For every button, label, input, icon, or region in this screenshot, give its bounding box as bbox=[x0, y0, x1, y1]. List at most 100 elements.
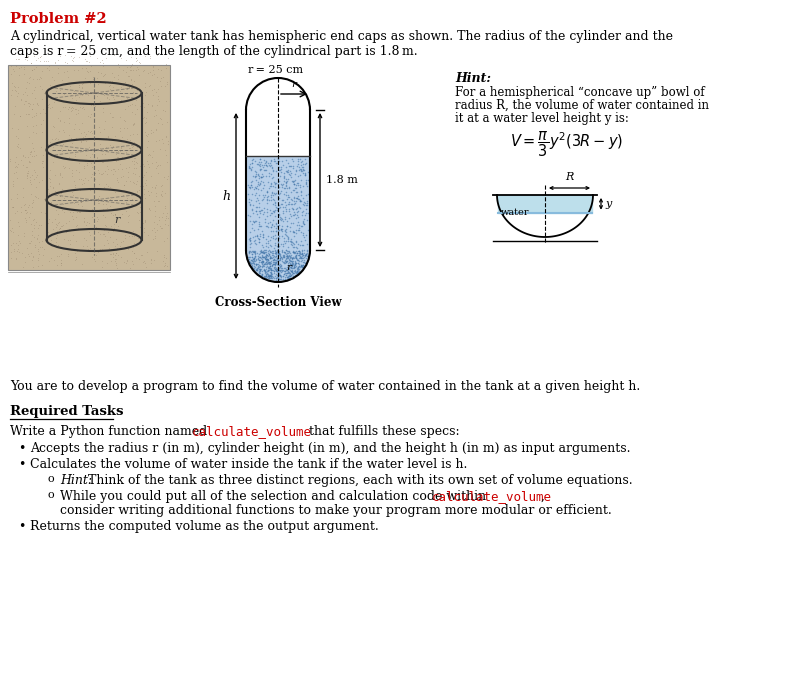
Point bbox=[282, 270, 295, 281]
Point bbox=[252, 267, 265, 278]
Point bbox=[67, 55, 80, 66]
Point bbox=[256, 256, 269, 267]
Point bbox=[273, 269, 286, 280]
Point bbox=[261, 193, 273, 204]
Point bbox=[32, 246, 45, 256]
Point bbox=[79, 132, 91, 143]
Point bbox=[270, 265, 282, 276]
Point bbox=[299, 167, 312, 178]
Point bbox=[253, 179, 266, 190]
Point bbox=[52, 216, 65, 227]
Point bbox=[282, 158, 295, 168]
Point bbox=[275, 224, 288, 235]
Point bbox=[245, 179, 258, 190]
Point bbox=[245, 257, 258, 268]
Point bbox=[266, 270, 278, 281]
Point bbox=[153, 211, 166, 222]
Point bbox=[80, 63, 92, 74]
Point bbox=[63, 134, 76, 145]
Point bbox=[265, 256, 277, 267]
Point bbox=[265, 179, 277, 190]
Point bbox=[96, 228, 109, 239]
Point bbox=[264, 269, 277, 280]
Point bbox=[280, 256, 293, 267]
Point bbox=[126, 142, 138, 153]
Point bbox=[257, 248, 270, 259]
Point bbox=[134, 57, 146, 68]
Point bbox=[281, 164, 294, 175]
Point bbox=[159, 145, 172, 155]
Point bbox=[58, 233, 71, 244]
Point bbox=[287, 247, 300, 258]
Point bbox=[266, 188, 279, 198]
Point bbox=[246, 153, 259, 164]
Point bbox=[268, 194, 281, 205]
Point bbox=[148, 205, 161, 216]
Point bbox=[270, 240, 283, 251]
Point bbox=[67, 87, 80, 98]
Point bbox=[266, 256, 279, 267]
Point bbox=[291, 191, 304, 202]
Point bbox=[111, 263, 123, 273]
Point bbox=[15, 95, 28, 106]
Point bbox=[127, 81, 140, 92]
Point bbox=[87, 254, 100, 265]
Point bbox=[291, 211, 304, 222]
Point bbox=[248, 245, 261, 256]
Point bbox=[263, 267, 276, 278]
Point bbox=[104, 255, 117, 266]
Point bbox=[69, 91, 82, 102]
Point bbox=[256, 250, 269, 261]
Point bbox=[154, 114, 167, 125]
Point bbox=[282, 273, 295, 284]
Point bbox=[91, 196, 104, 207]
Point bbox=[91, 211, 103, 222]
Point bbox=[120, 197, 133, 208]
Point bbox=[273, 250, 286, 261]
Point bbox=[271, 239, 284, 250]
Point bbox=[110, 234, 122, 245]
Point bbox=[263, 261, 276, 271]
Point bbox=[282, 272, 295, 283]
Point bbox=[161, 135, 174, 146]
Point bbox=[290, 180, 303, 191]
Point bbox=[276, 231, 289, 241]
Text: Calculates the volume of water inside the tank if the water level is h.: Calculates the volume of water inside th… bbox=[30, 458, 467, 471]
Point bbox=[55, 221, 68, 232]
Point bbox=[248, 246, 261, 256]
Point bbox=[269, 270, 281, 281]
Point bbox=[100, 198, 113, 209]
Point bbox=[258, 245, 271, 256]
Point bbox=[253, 249, 266, 260]
Point bbox=[64, 194, 76, 205]
Point bbox=[108, 164, 121, 175]
Point bbox=[150, 87, 163, 98]
Point bbox=[76, 179, 88, 190]
Point bbox=[27, 174, 40, 185]
Point bbox=[21, 162, 34, 173]
Point bbox=[65, 170, 78, 181]
Point bbox=[273, 192, 285, 203]
Point bbox=[161, 78, 173, 89]
Point bbox=[149, 210, 161, 221]
Point bbox=[270, 188, 282, 199]
Point bbox=[19, 252, 32, 263]
Point bbox=[285, 153, 298, 164]
Point bbox=[74, 205, 87, 216]
Point bbox=[256, 254, 269, 265]
Point bbox=[261, 186, 273, 197]
Point bbox=[273, 181, 285, 192]
Point bbox=[77, 155, 90, 166]
Point bbox=[68, 179, 81, 190]
Point bbox=[293, 248, 305, 258]
Point bbox=[127, 155, 140, 166]
Point bbox=[91, 66, 104, 77]
Point bbox=[67, 102, 80, 113]
Point bbox=[268, 254, 281, 265]
Point bbox=[61, 235, 74, 246]
Point bbox=[133, 184, 145, 195]
Point bbox=[276, 252, 289, 263]
Point bbox=[258, 250, 271, 261]
Point bbox=[42, 196, 55, 207]
Point bbox=[95, 169, 107, 180]
